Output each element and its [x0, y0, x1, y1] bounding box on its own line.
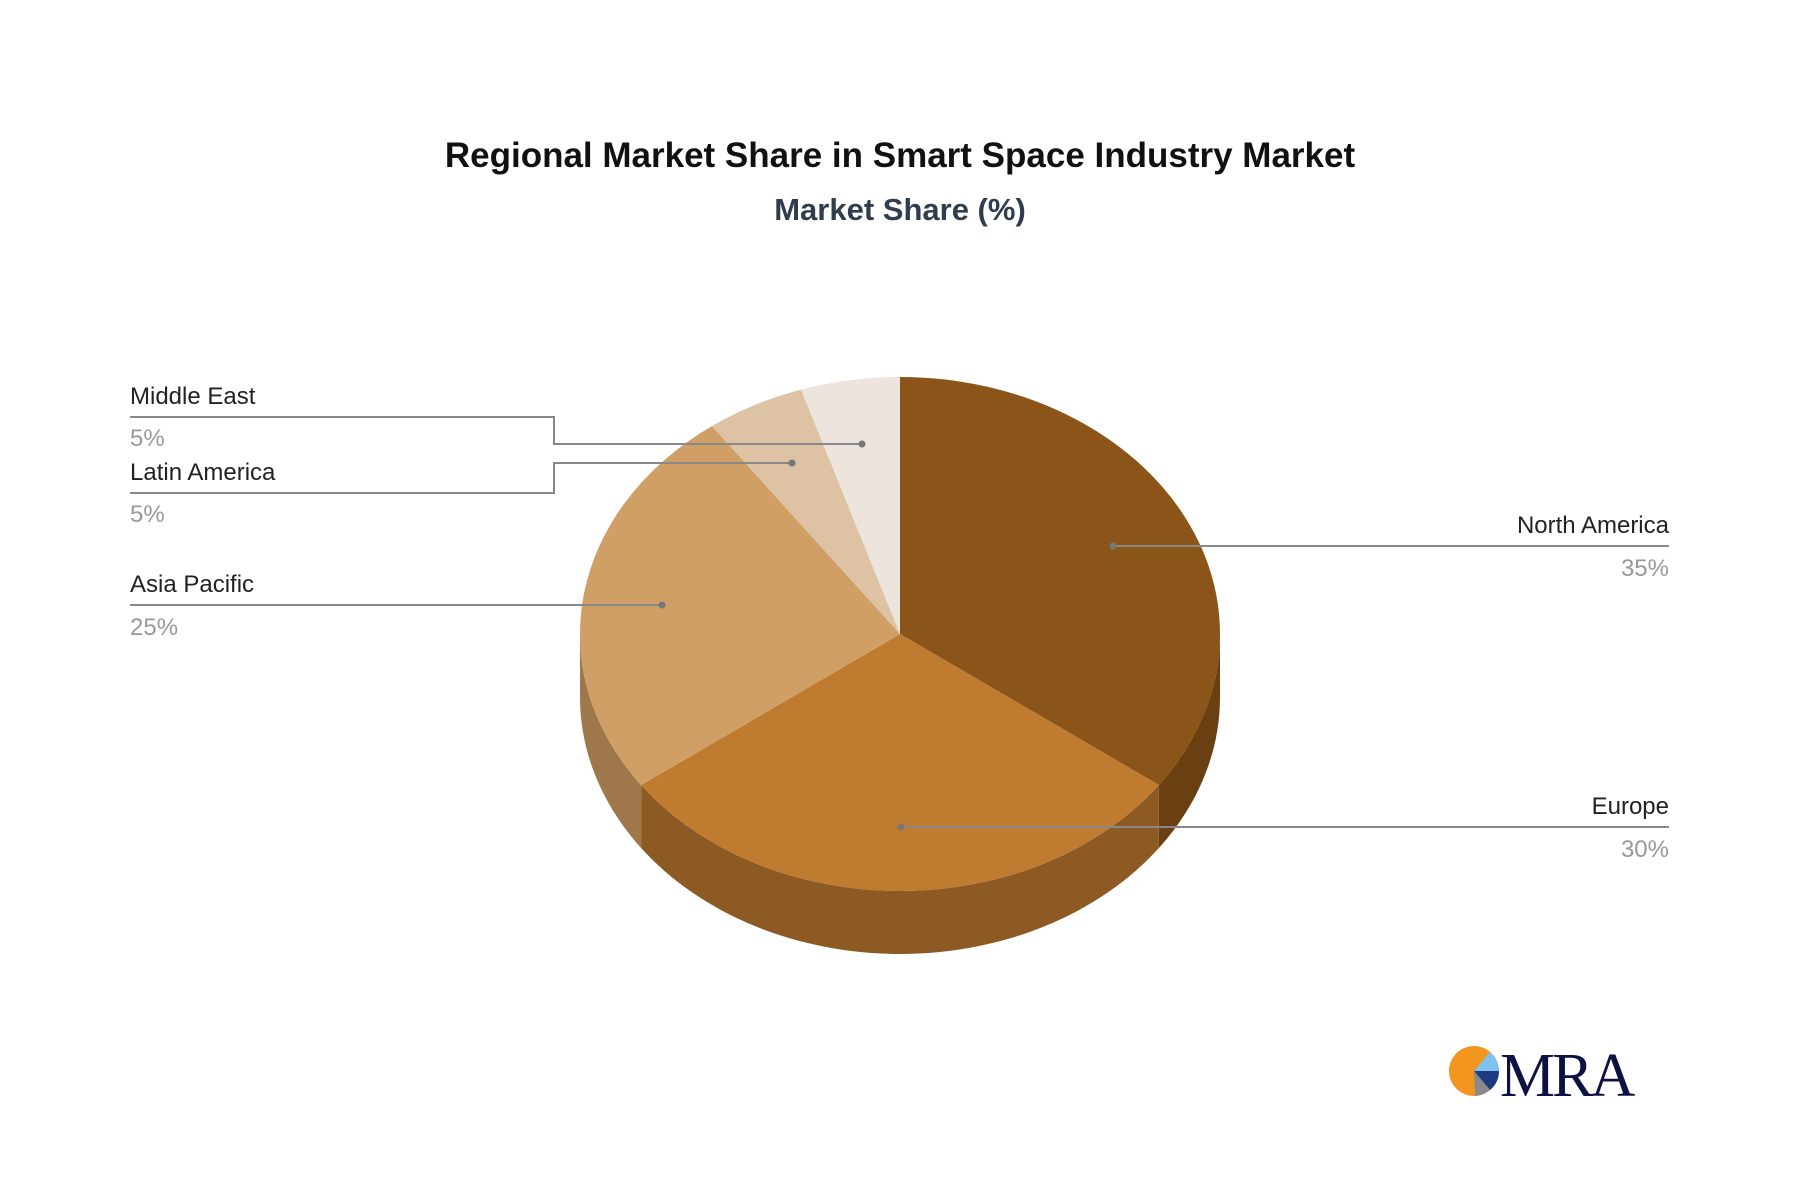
- slice-value-2: 25%: [130, 614, 178, 641]
- pie-slice-middle-east[interactable]: [801, 377, 900, 634]
- leader-dot-0: [1109, 542, 1117, 550]
- slice-label-2: Asia Pacific: [130, 571, 254, 598]
- pie-slice-north-america[interactable]: [900, 377, 1220, 786]
- slice-label-0: North America: [1517, 512, 1670, 539]
- leader-line-4: [130, 416, 862, 445]
- slice-value-4: 5%: [130, 425, 165, 452]
- pie-side-1: [641, 785, 1159, 954]
- pie-slice-latin-america[interactable]: [711, 389, 900, 634]
- leader-dot-4: [858, 440, 866, 448]
- svg-text:MRA: MRA: [1500, 1042, 1635, 1110]
- mra-logo: MRA: [1449, 1042, 1638, 1110]
- slice-label-4: Middle East: [130, 383, 256, 410]
- slice-value-1: 30%: [1621, 836, 1669, 863]
- pie-slice-asia-pacific[interactable]: [580, 426, 900, 786]
- slice-label-3: Latin America: [130, 459, 276, 486]
- pie-side-2: [580, 634, 642, 849]
- leader-line-3: [130, 462, 792, 494]
- chart-title: Regional Market Share in Smart Space Ind…: [444, 136, 1356, 175]
- chart-subtitle: Market Share (%): [774, 192, 1026, 227]
- slice-value-0: 35%: [1621, 555, 1669, 582]
- slice-value-3: 5%: [130, 501, 165, 528]
- pie-side-0: [1158, 634, 1220, 849]
- leader-dot-1: [897, 823, 905, 831]
- leader-dot-2: [658, 601, 666, 609]
- slice-label-1: Europe: [1592, 793, 1669, 820]
- leader-dot-3: [788, 459, 796, 467]
